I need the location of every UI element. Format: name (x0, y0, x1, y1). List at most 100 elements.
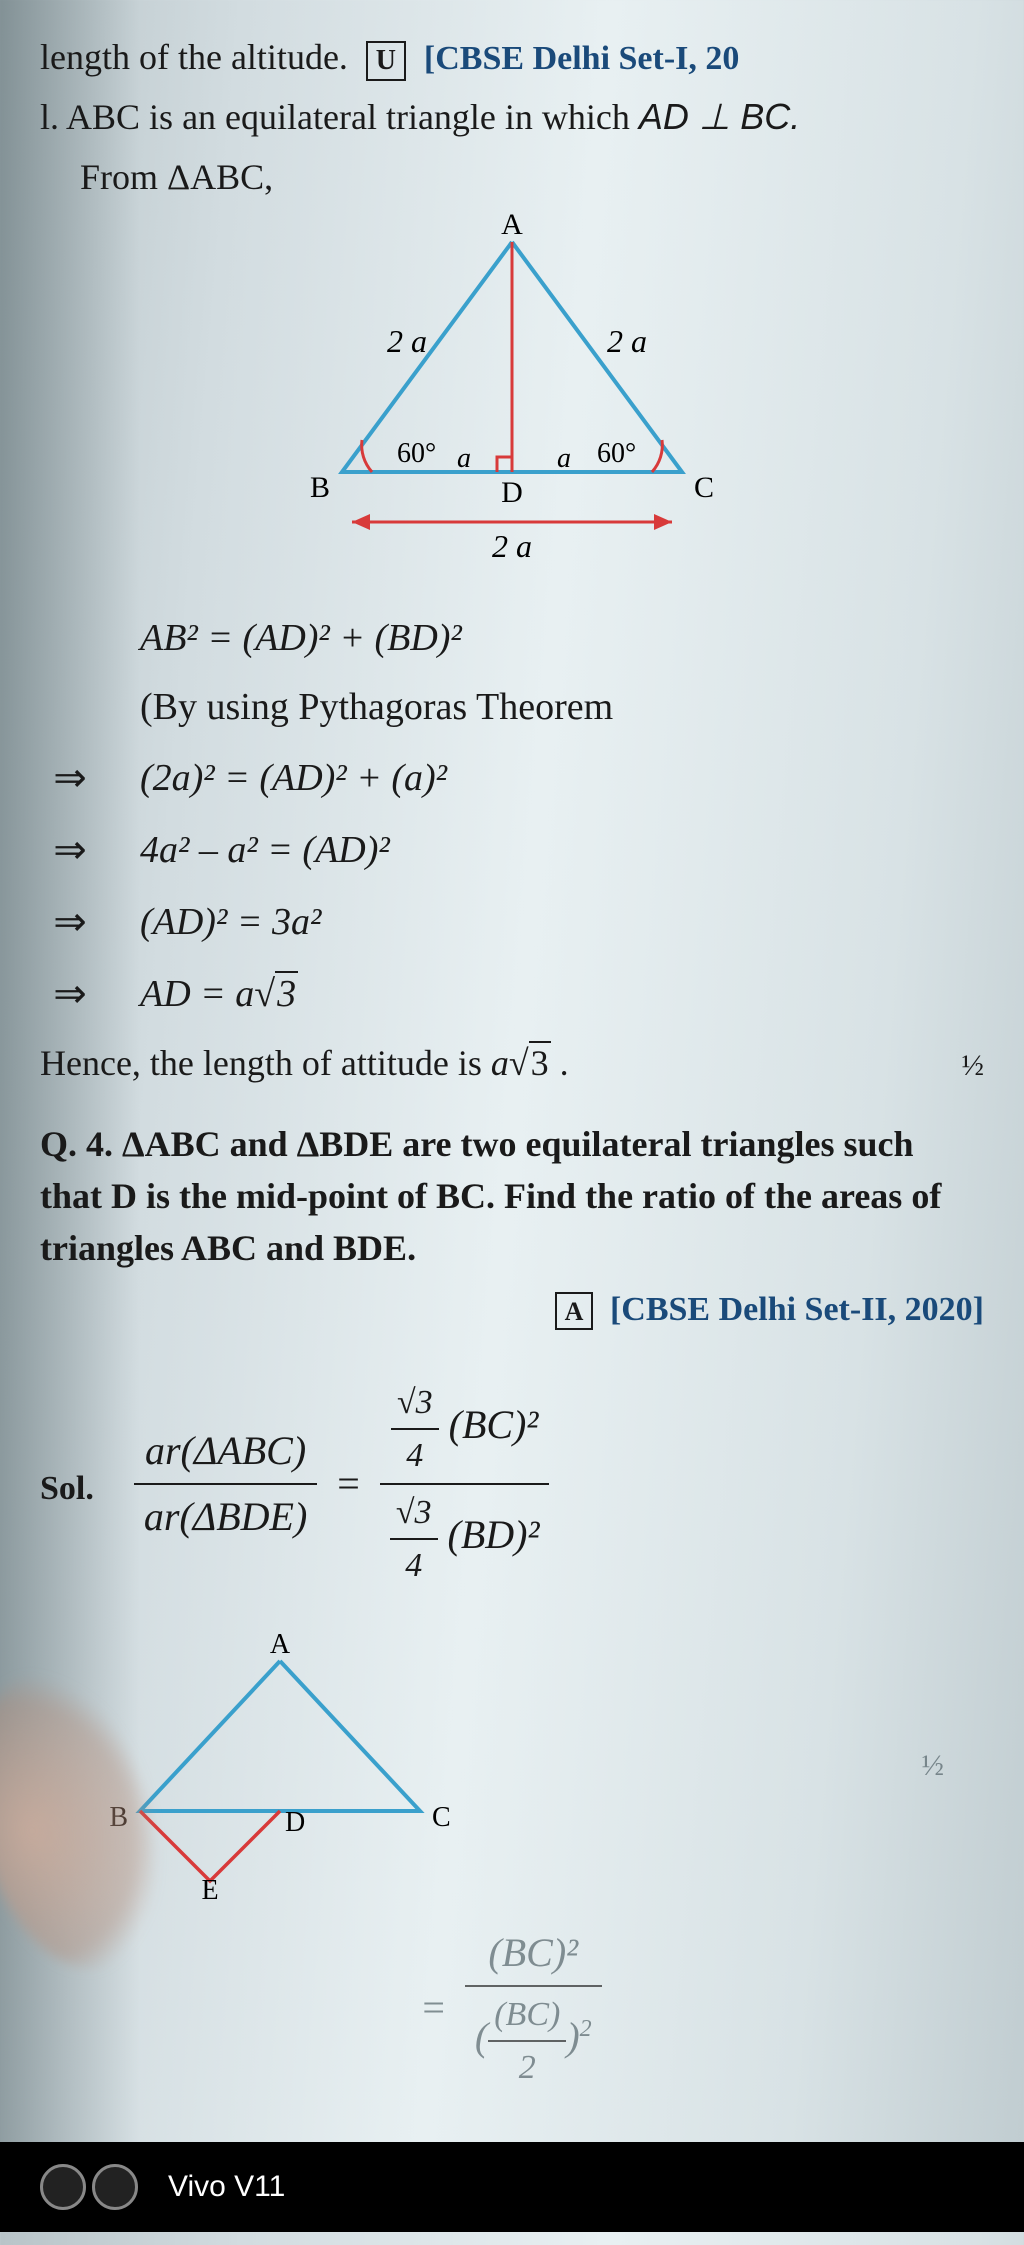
eq5-sqrt: 3 (254, 966, 298, 1023)
rhs-den-rad: 3 (415, 1494, 432, 1531)
label-base: 2 a (492, 528, 532, 564)
base-arrow-right-icon (654, 514, 672, 530)
q4-ref-row: A [CBSE Delhi Set-II, 2020] (40, 1281, 984, 1335)
q4-label: Q. 4. (40, 1124, 113, 1164)
implies-3: ⇒ (40, 892, 100, 952)
eq2: (2a)² = (AD)² + (a)² (140, 750, 447, 807)
q4-block: Q. 4. ΔABC and ΔBDE are two equilateral … (40, 1118, 984, 1275)
d2-B: B (109, 1802, 128, 1833)
concl-rad: 3 (529, 1041, 551, 1083)
eq5-lhs: AD = (140, 973, 226, 1015)
eq2-row: ⇒ (2a)² = (AD)² + (a)² (40, 748, 984, 808)
triangle2-outline (140, 1661, 420, 1811)
sol1-line1-prefix: l. (40, 97, 59, 137)
camera-lens-icon (92, 2164, 138, 2210)
sol1-conclusion: Hence, the length of attitude is a3 . (40, 1036, 569, 1090)
step2-den-2: 2 (488, 2042, 566, 2093)
diagram2-row: A B C D E ½ (40, 1631, 984, 1901)
camera-lens-icon (40, 2164, 86, 2210)
step2-frac: (BC)² ( (BC) 2 )2 (465, 1921, 602, 2095)
eq4: (AD)² = 3a² (140, 894, 321, 951)
lhs-frac: ar(ΔABC) ar(ΔBDE) (134, 1419, 317, 1549)
sol1-line2: From ΔABC, (40, 150, 984, 204)
sol-label: Sol. (40, 1463, 94, 1514)
label-half-right: a (557, 443, 571, 474)
concl-sqrt: 3 (509, 1036, 551, 1090)
eq1-note-row: (By using Pythagoras Theorem (40, 679, 984, 736)
top-line: length of the altitude. U [CBSE Delhi Se… (40, 30, 984, 84)
rhs-den-tail: (BD)² (448, 1512, 540, 1557)
rhs-den-sqrt: √3 (390, 1487, 438, 1540)
implies-4: ⇒ (40, 964, 100, 1024)
diagram1-svg: A B C D 2 a 2 a 60° 60° a a 2 a (252, 212, 772, 592)
cbse-ref-top: [CBSE Delhi Set-I, 20 (424, 33, 739, 84)
label-angle-left: 60° (397, 438, 436, 469)
rhs-num: √3 4 (BC)² (380, 1375, 550, 1485)
camera-cluster-icon (40, 2164, 138, 2210)
eq1-row: AB² = (AD)² + (BD)² (40, 610, 984, 667)
sol1-line1-text: ABC is an equilateral triangle in which (66, 97, 630, 137)
rhs-frac: √3 4 (BC)² √3 4 (BD)² (380, 1375, 550, 1593)
eq-sign: = (337, 1454, 360, 1514)
label-C: C (694, 471, 714, 504)
lhs-den: ar(ΔBDE) (134, 1485, 317, 1549)
half-mark-2: ½ (922, 1743, 945, 1788)
d2-A: A (270, 1631, 291, 1660)
label-D: D (501, 476, 523, 509)
step2-den: ( (BC) 2 )2 (465, 1987, 602, 2095)
diagram2-svg: A B C D E (80, 1631, 500, 1901)
eq5-a: a (235, 973, 254, 1015)
right-angle-icon (497, 457, 512, 472)
sol1-line1-math: AD ⊥ BC. (639, 96, 800, 137)
label-half-left: a (457, 443, 471, 474)
rhs-num-rad: 3 (416, 1384, 433, 1421)
sol2-equation: ar(ΔABC) ar(ΔBDE) = √3 4 (BC)² √3 4 (134, 1375, 550, 1593)
rhs-num-sqrt: √3 (391, 1377, 439, 1430)
rhs-den: √3 4 (BD)² (380, 1485, 550, 1593)
a-box-icon: A (555, 1292, 593, 1330)
device-name: Vivo V11 (168, 2170, 285, 2204)
rhs-den-sfrac: √3 4 (390, 1487, 438, 1591)
u-box-icon: U (366, 41, 406, 81)
step2-num: (BC)² (465, 1921, 602, 1987)
cbse-ref-q4: [CBSE Delhi Set-II, 2020] (610, 1291, 984, 1328)
rhs-num-sfrac: √3 4 (391, 1377, 439, 1481)
step2-eq: = (422, 1978, 445, 2038)
step2-den-inner: (BC) 2 (488, 1989, 566, 2093)
rhs-den-4: 4 (390, 1540, 438, 1591)
label-side-right: 2 a (607, 323, 647, 359)
eq3-row: ⇒ 4a² – a² = (AD)² (40, 820, 984, 880)
label-B: B (310, 471, 330, 504)
lhs-num: ar(ΔABC) (134, 1419, 317, 1485)
altitude-fragment: length of the altitude. (40, 30, 348, 84)
step2-den-bc: (BC) (488, 1989, 566, 2042)
d2-C: C (432, 1802, 451, 1833)
d2-E: E (201, 1875, 218, 1901)
concl-post: . (560, 1043, 569, 1083)
eq1-note: (By using Pythagoras Theorem (140, 679, 613, 736)
concl-a: a (491, 1043, 509, 1083)
page-content: length of the altitude. U [CBSE Delhi Se… (0, 0, 1024, 2245)
sol1-line1: l. ABC is an equilateral triangle in whi… (40, 90, 984, 144)
eq1: AB² = (AD)² + (BD)² (140, 610, 462, 667)
half-mark-1: ½ (962, 1043, 985, 1088)
triangle-bde (140, 1811, 280, 1881)
eq4-row: ⇒ (AD)² = 3a² (40, 892, 984, 952)
label-angle-right: 60° (597, 438, 636, 469)
implies-2: ⇒ (40, 820, 100, 880)
device-bar: Vivo V11 (0, 2142, 1024, 2232)
sol2-row: Sol. ar(ΔABC) ar(ΔBDE) = √3 4 (BC)² √3 (40, 1355, 984, 1623)
implies-1: ⇒ (40, 748, 100, 808)
eq5-rad: 3 (275, 971, 298, 1015)
rhs-num-tail: (BC)² (449, 1402, 539, 1447)
eq5: AD = a3 (140, 966, 298, 1023)
rhs-num-4: 4 (391, 1430, 439, 1481)
sol2-step2: = (BC)² ( (BC) 2 )2 (40, 1921, 984, 2095)
eq3: 4a² – a² = (AD)² (140, 822, 390, 879)
sol1-conclusion-row: Hence, the length of attitude is a3 . ½ (40, 1036, 984, 1090)
diagram-triangle-abc: A B C D 2 a 2 a 60° 60° a a 2 a (40, 212, 984, 592)
base-arrow-left-icon (352, 514, 370, 530)
concl-pre: Hence, the length of attitude is (40, 1043, 491, 1083)
label-A: A (501, 212, 523, 241)
d2-D: D (285, 1807, 305, 1838)
